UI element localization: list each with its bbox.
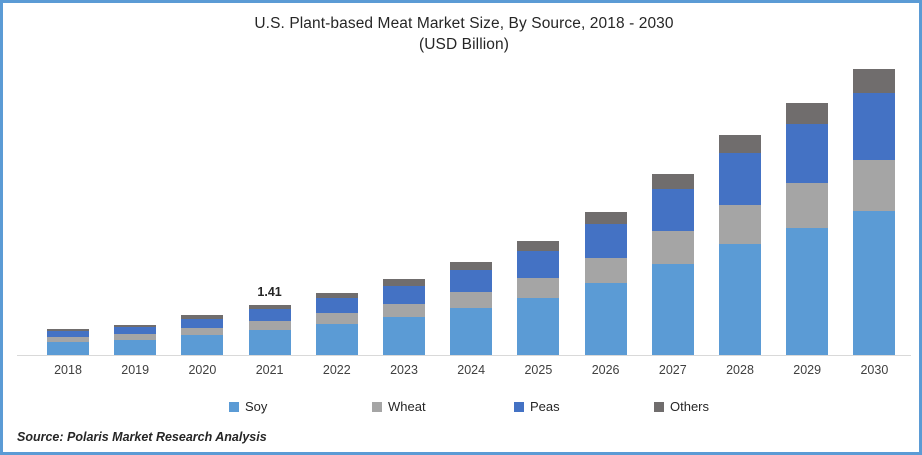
bar-segment-soy[interactable] — [517, 298, 560, 355]
bar-segment-wheat[interactable] — [114, 334, 157, 340]
category-label-2026: 2026 — [591, 363, 620, 377]
bar-column[interactable] — [315, 293, 358, 355]
bar-segment-wheat[interactable] — [181, 327, 224, 335]
plot-area: 1.41 — [17, 63, 911, 356]
bar-segment-soy[interactable] — [383, 317, 425, 355]
bar-column[interactable] — [853, 69, 896, 355]
bar-segment-wheat[interactable] — [853, 160, 896, 211]
bar-segment-wheat[interactable] — [651, 231, 694, 264]
bar-segment-others[interactable] — [786, 103, 829, 125]
bar-column[interactable]: 1.41 — [248, 285, 291, 355]
bar-column[interactable] — [383, 279, 425, 355]
legend-label: Others — [670, 399, 710, 414]
bar-segment-wheat[interactable] — [719, 204, 761, 245]
square-swatch-icon — [372, 401, 382, 412]
bar-segment-peas[interactable] — [181, 318, 224, 328]
category-label-2027: 2027 — [658, 363, 687, 377]
bar-segment-others[interactable] — [315, 293, 358, 299]
bar-segment-peas[interactable] — [315, 298, 358, 313]
category-label-2020: 2020 — [188, 363, 217, 377]
chart-title: U.S. Plant-based Meat Market Size, By So… — [254, 15, 674, 32]
bar-segment-peas[interactable] — [383, 286, 425, 304]
category-label-2028: 2028 — [726, 363, 754, 377]
category-label-2019: 2019 — [121, 363, 150, 377]
bar-column[interactable] — [786, 103, 829, 355]
bar-segment-soy[interactable] — [584, 283, 627, 355]
bar-column[interactable] — [719, 134, 761, 355]
bar-column[interactable] — [114, 324, 157, 355]
bar-segment-others[interactable] — [181, 315, 224, 319]
bar-segment-soy[interactable] — [853, 210, 896, 355]
bar-segment-soy[interactable] — [248, 329, 291, 355]
category-label-2022: 2022 — [322, 363, 351, 377]
bar-segment-peas[interactable] — [651, 189, 694, 232]
bar-column[interactable] — [584, 212, 627, 355]
bar-segment-soy[interactable] — [315, 323, 358, 355]
bar-segment-others[interactable] — [719, 134, 761, 154]
legend-item-peas[interactable]: Peas — [514, 399, 560, 414]
bar-segment-others[interactable] — [248, 305, 291, 310]
category-label-2029: 2029 — [793, 363, 822, 377]
bar-segment-wheat[interactable] — [383, 303, 425, 318]
bar-column[interactable] — [517, 241, 560, 355]
bar-segment-peas[interactable] — [248, 309, 291, 322]
category-label-2021: 2021 — [255, 363, 284, 377]
legend-label: Wheat — [388, 399, 426, 414]
bar-segment-soy[interactable] — [786, 228, 829, 355]
square-swatch-icon — [514, 401, 524, 412]
bar-segment-others[interactable] — [47, 329, 89, 332]
legend-item-soy[interactable]: Soy — [229, 399, 267, 414]
legend-item-others[interactable]: Others — [654, 399, 709, 414]
category-label-2025: 2025 — [524, 363, 553, 377]
bar-segment-wheat[interactable] — [47, 337, 89, 342]
bar-segment-wheat[interactable] — [315, 312, 358, 324]
source-note: Source: Polaris Market Research Analysis — [17, 430, 267, 444]
bar-segment-soy[interactable] — [47, 341, 89, 355]
square-swatch-icon — [654, 401, 664, 412]
chart-subtitle: (USD Billion) — [418, 36, 509, 53]
bar-segment-peas[interactable] — [584, 224, 627, 258]
bar-segment-wheat[interactable] — [450, 291, 493, 309]
bar-column[interactable] — [47, 329, 89, 355]
category-label-2018: 2018 — [54, 363, 82, 377]
bar-segment-wheat[interactable] — [517, 277, 560, 299]
bar-segment-wheat[interactable] — [584, 257, 627, 284]
bar-column[interactable] — [181, 315, 224, 355]
square-swatch-icon — [229, 401, 239, 412]
category-axis-line — [17, 355, 911, 356]
bar-column[interactable] — [651, 173, 694, 355]
bar-segment-peas[interactable] — [719, 153, 761, 205]
legend-label: Peas — [530, 399, 560, 414]
bar-segment-soy[interactable] — [719, 244, 761, 355]
bar-segment-others[interactable] — [853, 69, 896, 94]
category-label-2024: 2024 — [457, 363, 486, 377]
bar-segment-others[interactable] — [517, 241, 560, 252]
bar-segment-others[interactable] — [383, 279, 425, 287]
bar-segment-wheat[interactable] — [248, 321, 291, 330]
bar-segment-peas[interactable] — [450, 270, 493, 292]
bar-segment-others[interactable] — [450, 262, 493, 271]
bar-segment-peas[interactable] — [517, 251, 560, 278]
bar-column[interactable] — [450, 262, 493, 355]
bar-value-label: 1.41 — [257, 285, 282, 300]
legend-item-wheat[interactable]: Wheat — [372, 399, 426, 414]
bar-segment-soy[interactable] — [181, 334, 224, 355]
bar-segment-peas[interactable] — [853, 93, 896, 160]
bar-segment-peas[interactable] — [114, 327, 157, 335]
bar-segment-others[interactable] — [114, 324, 157, 328]
bar-segment-others[interactable] — [651, 173, 694, 190]
bar-segment-soy[interactable] — [651, 263, 694, 355]
legend-label: Soy — [245, 399, 268, 414]
category-label-2023: 2023 — [390, 363, 418, 377]
bar-segment-peas[interactable] — [47, 331, 89, 338]
bar-segment-others[interactable] — [584, 212, 627, 225]
bar-segment-wheat[interactable] — [786, 183, 829, 229]
bar-segment-soy[interactable] — [450, 308, 493, 355]
bar-segment-peas[interactable] — [786, 124, 829, 184]
chart-legend: Soy Wheat Peas Others — [17, 399, 911, 419]
chart-title-block: U.S. Plant-based Meat Market Size, By So… — [3, 13, 919, 55]
bar-segment-soy[interactable] — [114, 339, 157, 355]
category-label-2030: 2030 — [860, 363, 889, 377]
